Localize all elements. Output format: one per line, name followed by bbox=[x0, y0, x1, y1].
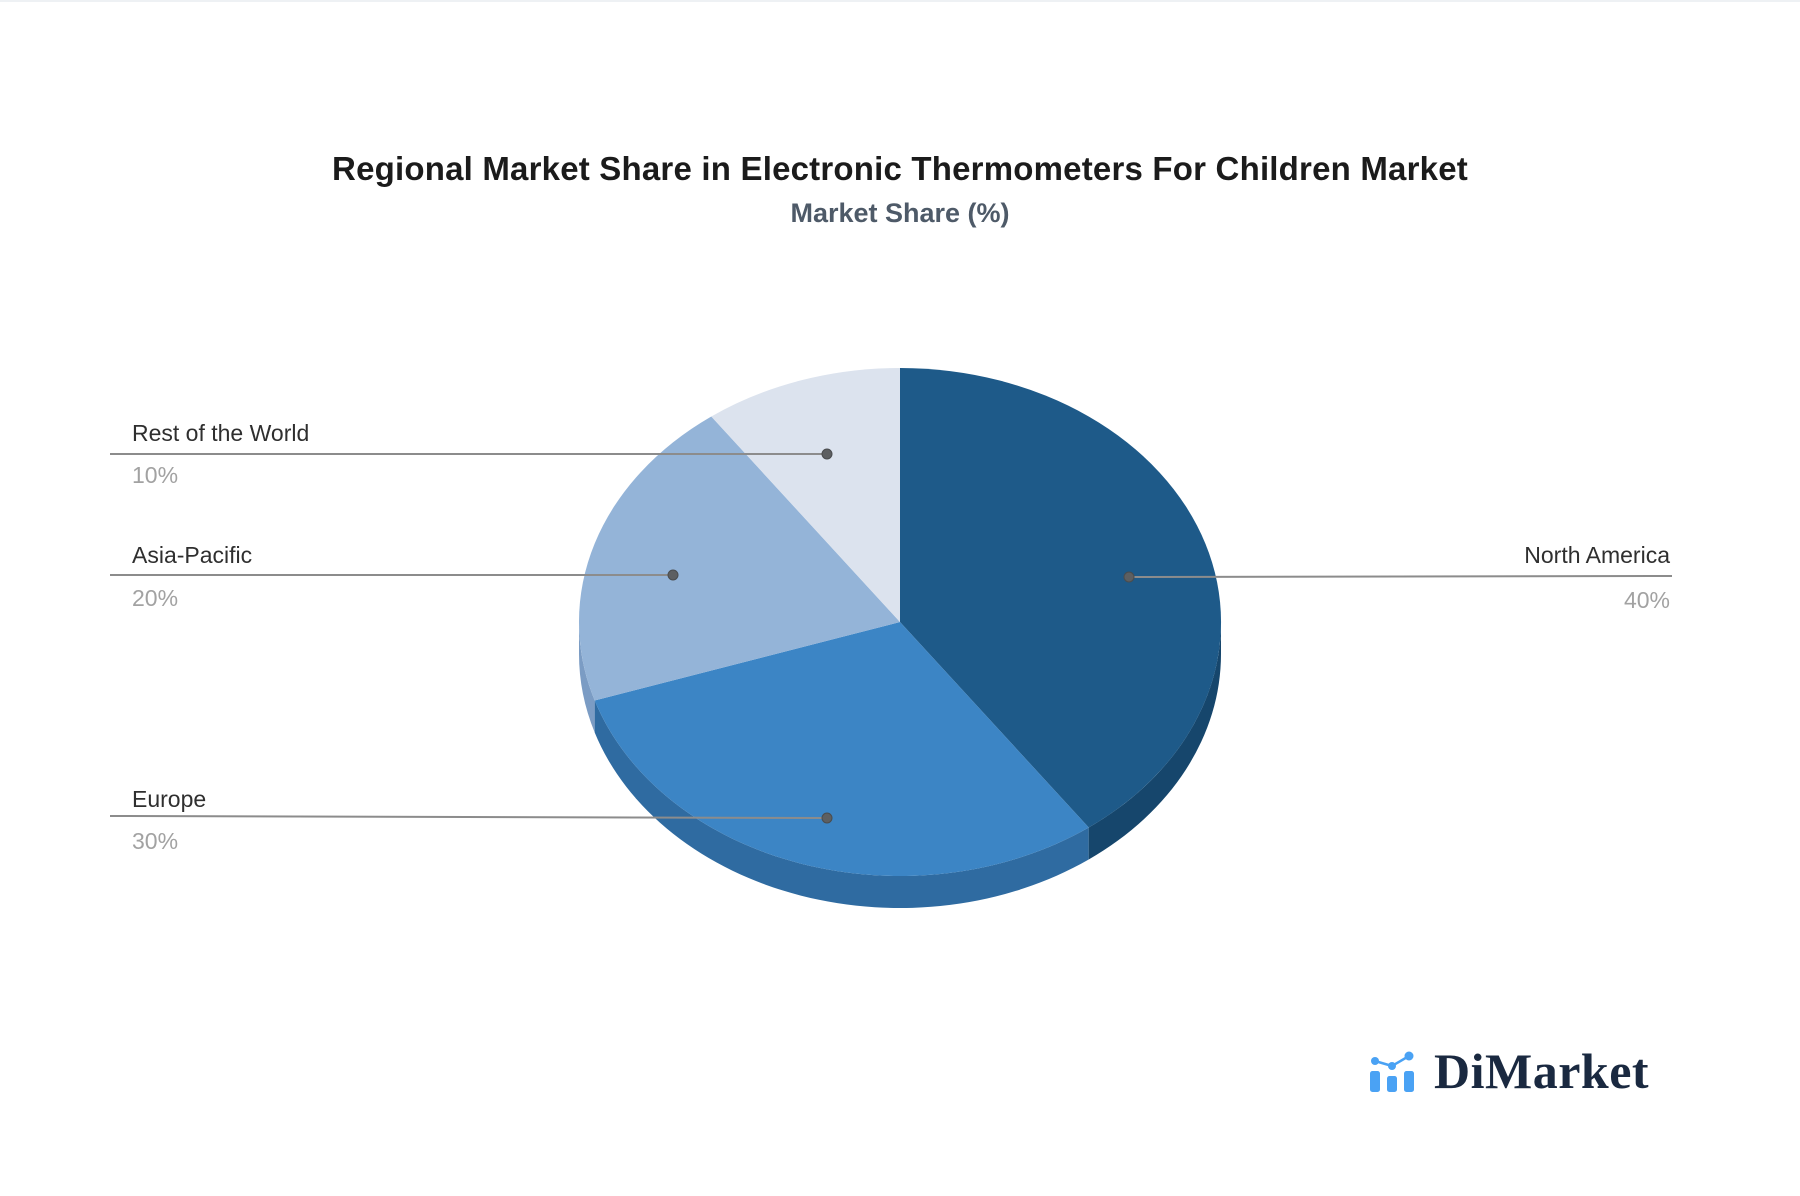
leader-lines bbox=[109, 448, 1673, 824]
leader-dot-asia-pacific bbox=[667, 569, 679, 581]
logo-text: DiMarket bbox=[1434, 1043, 1650, 1099]
slice-value-rest-of-the-world: 10% bbox=[132, 462, 179, 488]
pie-slice-north-america[interactable] bbox=[900, 367, 1222, 828]
leader-dot-rest-of-the-world bbox=[821, 448, 833, 460]
pie-slice-europe[interactable] bbox=[594, 622, 1089, 877]
leader-dot-europe bbox=[821, 812, 833, 824]
leader-dot-north-america bbox=[1123, 571, 1135, 583]
dimarket-logo: DiMarket bbox=[1368, 1046, 1649, 1096]
slice-value-north-america: 40% bbox=[1623, 587, 1670, 613]
slice-value-europe: 30% bbox=[132, 828, 179, 854]
chart-title: Regional Market Share in Electronic Ther… bbox=[332, 150, 1468, 187]
slice-label-europe: Europe bbox=[132, 786, 207, 812]
pie-slice-rest-of-the-world[interactable] bbox=[711, 368, 900, 622]
pie-slice-side-asia-pacific bbox=[578, 622, 595, 733]
leader-line-north-america bbox=[1128, 575, 1673, 578]
slice-label-asia-pacific: Asia-Pacific bbox=[132, 542, 253, 568]
slice-label-north-america: North America bbox=[1524, 542, 1670, 568]
pie-slice-side-north-america bbox=[1088, 622, 1221, 860]
slice-label-rest-of-the-world: Rest of the World bbox=[132, 420, 310, 446]
pie-slice-asia-pacific[interactable] bbox=[578, 416, 900, 701]
slice-value-asia-pacific: 20% bbox=[132, 585, 179, 611]
pie-slice-side-europe bbox=[594, 700, 1089, 909]
chart-subtitle: Market Share (%) bbox=[790, 198, 1010, 228]
leader-line-europe bbox=[109, 815, 828, 819]
bar-chart-logo-icon bbox=[1370, 1051, 1414, 1092]
